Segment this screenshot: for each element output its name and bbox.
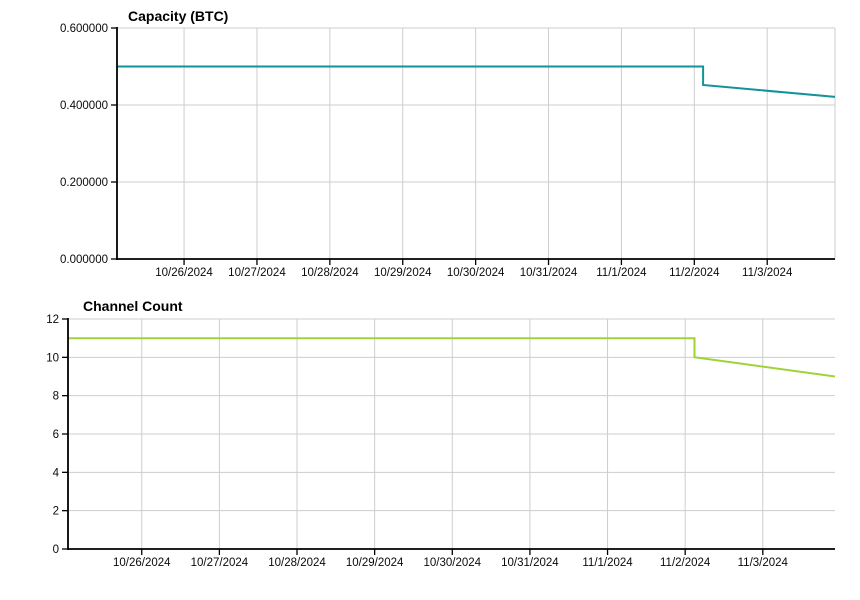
x-tick-label: 10/30/2024 xyxy=(423,557,481,569)
x-tick-label: 10/29/2024 xyxy=(346,557,404,569)
channel-count-gridlines xyxy=(68,318,835,549)
x-tick-label: 10/26/2024 xyxy=(113,557,171,569)
x-tick-label: 10/31/2024 xyxy=(520,267,578,279)
y-tick-label: 8 xyxy=(53,391,59,403)
channel-count-series xyxy=(68,337,836,378)
x-tick-label: 10/27/2024 xyxy=(228,267,286,279)
channel-count-chart-title: Channel Count xyxy=(83,298,183,314)
x-tick-label: 11/2/2024 xyxy=(660,557,711,569)
y-tick-label: 4 xyxy=(53,467,60,479)
channel-count-axes xyxy=(62,318,835,555)
capacity-axes xyxy=(111,27,835,265)
x-tick-label: 11/3/2024 xyxy=(738,557,789,569)
capacity-chart-title: Capacity (BTC) xyxy=(128,8,228,24)
channel-count-chart: 10/26/2024 10/27/2024 10/28/2024 10/29/2024… xyxy=(46,298,836,569)
y-tick-label: 6 xyxy=(53,429,59,441)
capacity-gridlines xyxy=(117,27,836,259)
x-tick-label: 11/3/2024 xyxy=(742,267,793,279)
x-tick-label: 10/31/2024 xyxy=(501,557,559,569)
x-tick-label: 11/2/2024 xyxy=(669,267,720,279)
x-tick-label: 10/29/2024 xyxy=(374,267,432,279)
x-tick-label: 11/1/2024 xyxy=(582,557,633,569)
channel-count-line-series xyxy=(68,337,836,378)
y-tick-label: 2 xyxy=(53,506,59,518)
x-tick-label: 10/30/2024 xyxy=(447,267,505,279)
y-tick-label: 0.600000 xyxy=(60,23,108,35)
y-tick-label: 0.400000 xyxy=(60,100,108,112)
y-tick-label: 0.200000 xyxy=(60,177,108,189)
y-tick-label: 0 xyxy=(53,544,59,556)
x-tick-label: 10/28/2024 xyxy=(301,267,359,279)
channel-count-tick-labels: 10/26/2024 10/27/2024 10/28/2024 10/29/2024… xyxy=(46,314,788,569)
capacity-series xyxy=(117,65,836,98)
x-tick-label: 11/1/2024 xyxy=(596,267,647,279)
capacity-tick-labels: 10/26/2024 10/27/2024 10/28/2024 10/29/2024… xyxy=(60,23,793,279)
x-tick-label: 10/26/2024 xyxy=(155,267,213,279)
y-tick-label: 12 xyxy=(46,314,59,326)
y-tick-label: 10 xyxy=(46,352,59,364)
capacity-btc-line-series xyxy=(117,65,836,98)
x-tick-label: 10/27/2024 xyxy=(191,557,249,569)
y-tick-label: 0.000000 xyxy=(60,254,108,266)
x-tick-label: 10/28/2024 xyxy=(268,557,326,569)
capacity-chart: 10/26/2024 10/27/2024 10/28/2024 10/29/2024… xyxy=(60,8,836,279)
